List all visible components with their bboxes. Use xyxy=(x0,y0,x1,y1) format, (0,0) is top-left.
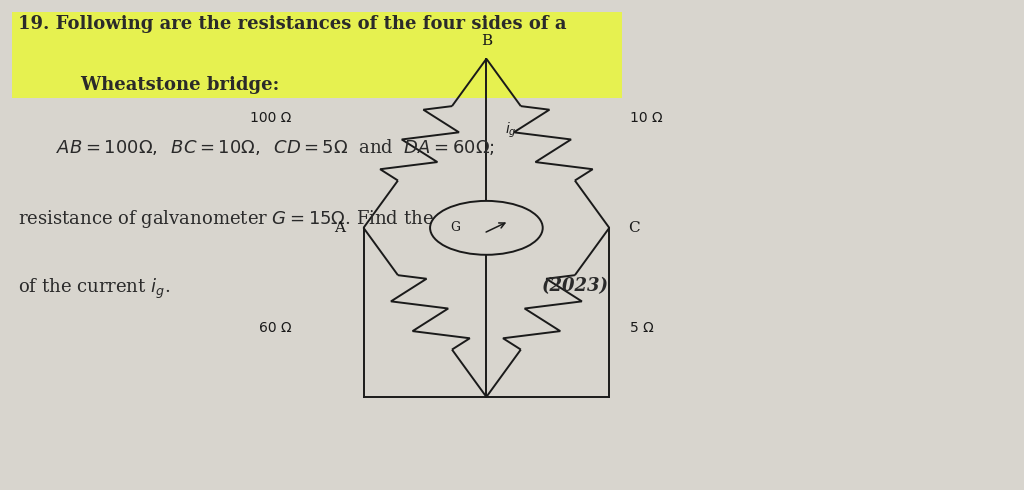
Text: C: C xyxy=(628,221,639,235)
Text: Wheatstone bridge:: Wheatstone bridge: xyxy=(56,76,280,94)
Circle shape xyxy=(430,201,543,255)
Text: $AB=100\Omega,\;\; BC=10\Omega,\;\; CD=5\Omega$  and  $DA=60\Omega;$: $AB=100\Omega,\;\; BC=10\Omega,\;\; CD=5… xyxy=(56,137,496,157)
Text: 19. Following are the resistances of the four sides of a: 19. Following are the resistances of the… xyxy=(18,15,567,33)
Text: (2023): (2023) xyxy=(543,277,609,295)
Text: G: G xyxy=(451,221,461,234)
FancyBboxPatch shape xyxy=(12,12,622,98)
Text: B: B xyxy=(481,34,492,48)
Text: 10 Ω: 10 Ω xyxy=(630,111,663,124)
Text: $i_g$: $i_g$ xyxy=(505,120,516,140)
Text: of the current $i_g$.: of the current $i_g$. xyxy=(18,277,171,301)
Text: A: A xyxy=(334,221,345,235)
Text: 5 Ω: 5 Ω xyxy=(630,321,653,335)
Text: resistance of galvanometer $G=15\Omega$. Find the value: resistance of galvanometer $G=15\Omega$.… xyxy=(18,208,488,230)
Text: 100 Ω: 100 Ω xyxy=(251,111,292,124)
Text: 60 Ω: 60 Ω xyxy=(259,321,292,335)
